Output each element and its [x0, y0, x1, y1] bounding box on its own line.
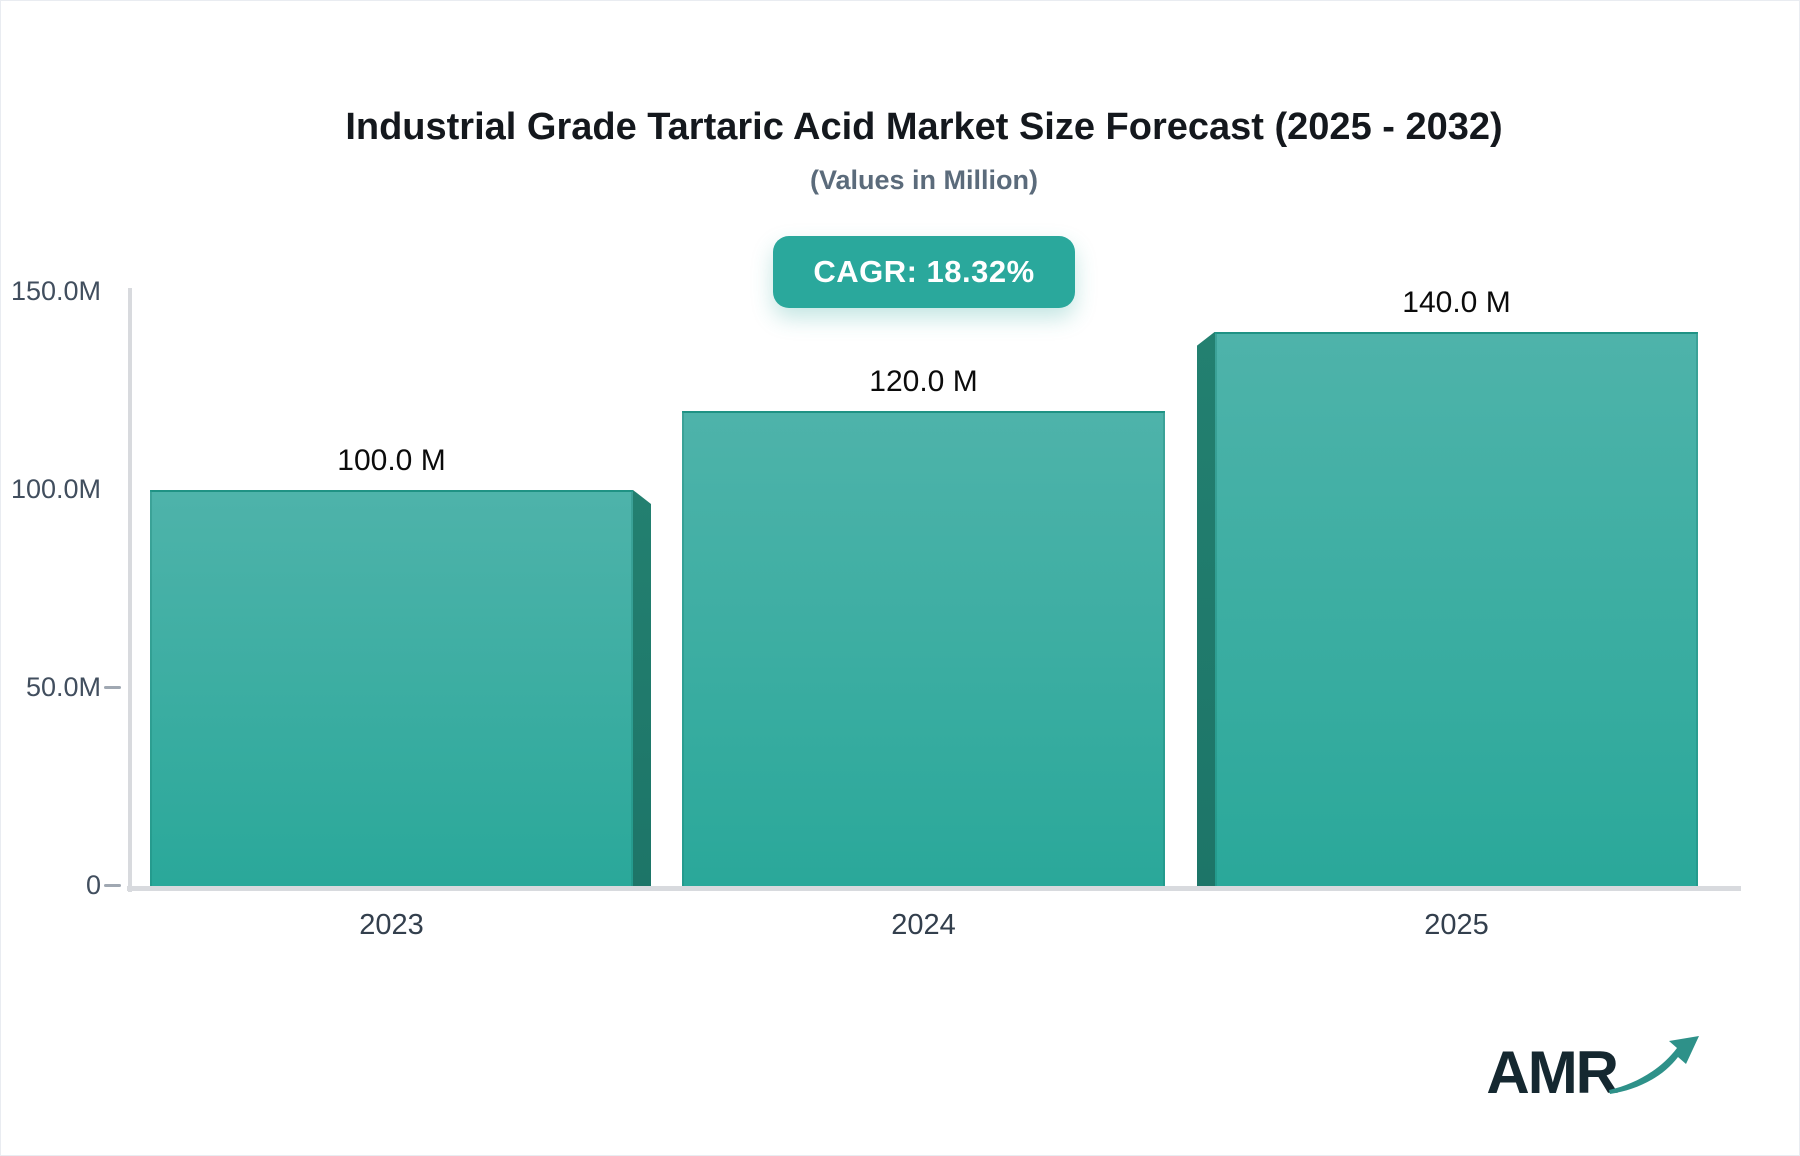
bar-2024[interactable]	[682, 410, 1165, 886]
growth-arrow-icon	[1609, 1036, 1699, 1094]
y-tick-label: 100.0M	[10, 474, 101, 504]
bar-value-label: 140.0 M	[1402, 285, 1511, 319]
bar-value-label: 120.0 M	[869, 364, 978, 398]
x-category-label: 2024	[891, 909, 956, 941]
y-tick-label: 0	[85, 870, 101, 900]
y-tick-mark	[104, 884, 121, 887]
badge-row: CAGR: 18.32%	[49, 235, 1799, 308]
page-title: Industrial Grade Tartaric Acid Market Si…	[345, 106, 1503, 148]
y-tick-mark	[104, 686, 121, 689]
y-axis-line	[128, 288, 132, 892]
x-category-label: 2025	[1424, 909, 1489, 941]
cagr-badge-label: CAGR: 18.32%	[813, 253, 1035, 289]
bar-value-label: 100.0 M	[337, 444, 446, 477]
cagr-badge: CAGR: 18.32%	[773, 235, 1075, 308]
bar-2025[interactable]	[1215, 331, 1698, 886]
bar-side-shadow	[1197, 331, 1215, 886]
y-tick-label: 150.0M	[10, 276, 101, 306]
chart-subtitle: (Values in Million)	[809, 164, 1039, 195]
x-axis-line	[127, 886, 1741, 891]
bar-side-shadow	[633, 490, 651, 886]
amr-logo: AMR	[1486, 1033, 1703, 1103]
x-category-label: 2023	[359, 909, 424, 941]
amr-logo-text: AMR	[1486, 1039, 1619, 1106]
chart-header: Industrial Grade Tartaric Acid Market Si…	[49, 1, 1799, 308]
bar-2023[interactable]	[150, 490, 633, 886]
y-tick-label: 50.0M	[25, 672, 101, 702]
